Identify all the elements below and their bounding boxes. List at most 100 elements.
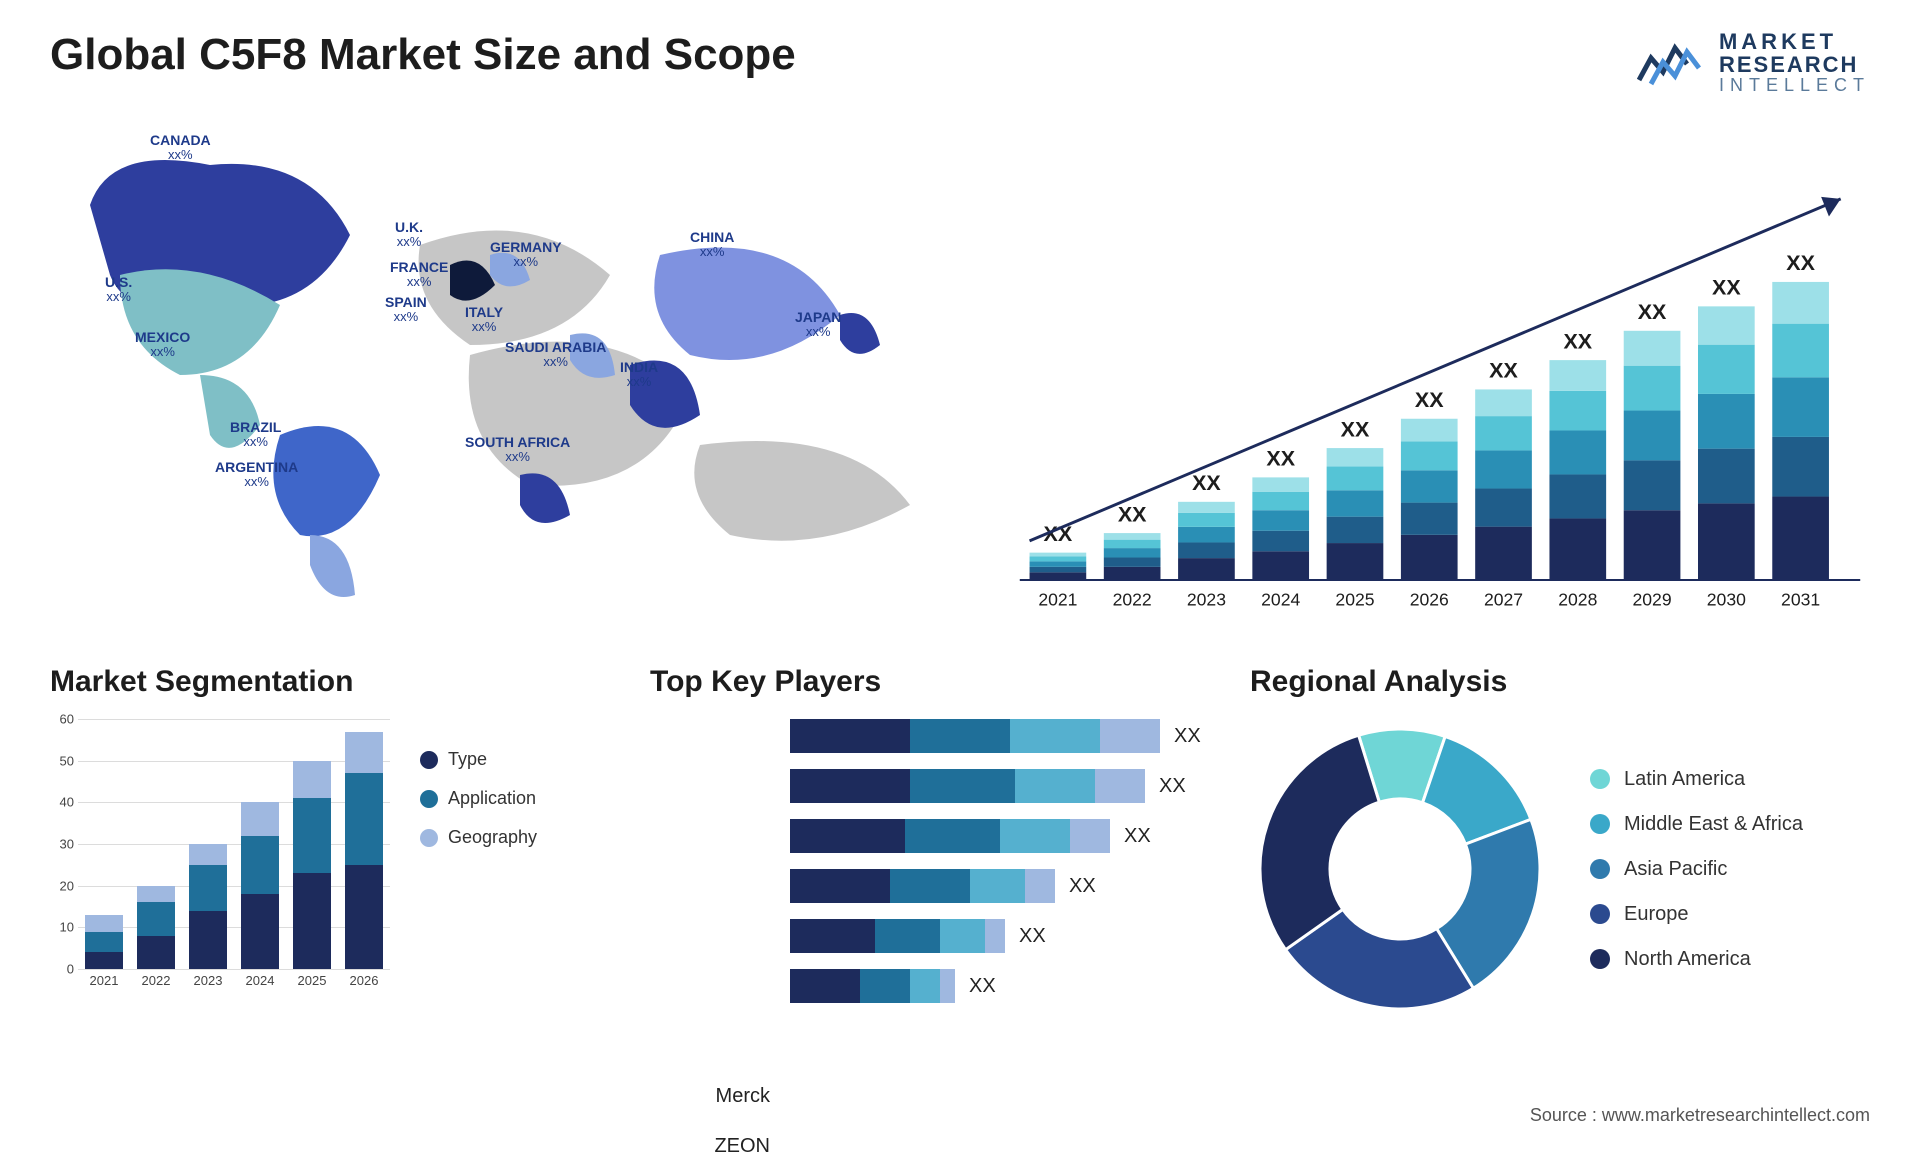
player-bar xyxy=(790,819,1110,853)
growth-bar-value: XX xyxy=(1563,329,1592,353)
regional-title: Regional Analysis xyxy=(1250,665,1870,699)
growth-bar-value: XX xyxy=(1638,300,1667,324)
growth-bar-segment xyxy=(1178,513,1235,527)
growth-bar-segment xyxy=(1624,366,1681,411)
growth-bar-segment xyxy=(1549,475,1606,519)
growth-bar-segment xyxy=(1549,360,1606,391)
seg-y-tick: 50 xyxy=(60,753,74,768)
growth-bar-segment xyxy=(1178,527,1235,543)
legend-dot-icon xyxy=(1590,769,1610,789)
page-title: Global C5F8 Market Size and Scope xyxy=(50,30,796,80)
region-legend-item: North America xyxy=(1590,948,1803,971)
bottom-row: Market Segmentation 0102030405060 202120… xyxy=(50,665,1870,1163)
seg-legend-label: Type xyxy=(448,749,487,770)
seg-legend-item: Application xyxy=(420,788,537,809)
regional-panel: Regional Analysis Latin AmericaMiddle Ea… xyxy=(1250,665,1870,1163)
growth-bar-segment xyxy=(1698,394,1755,449)
growth-bar-year: 2025 xyxy=(1335,589,1374,609)
key-players-panel: Top Key Players MerckZEON XXXXXXXXXXXX xyxy=(650,665,1210,1163)
seg-bar xyxy=(241,802,279,969)
growth-bar-segment xyxy=(1104,567,1161,580)
seg-bar xyxy=(85,915,123,969)
growth-bar-segment xyxy=(1327,543,1384,580)
legend-dot-icon xyxy=(1590,814,1610,834)
player-bar xyxy=(790,769,1145,803)
map-label: CANADAxx% xyxy=(150,133,211,163)
seg-y-tick: 40 xyxy=(60,795,74,810)
seg-bar-segment xyxy=(293,873,331,969)
seg-bar-segment xyxy=(189,844,227,865)
player-bar xyxy=(790,969,955,1003)
growth-bar-segment xyxy=(1104,548,1161,557)
growth-bar-segment xyxy=(1401,441,1458,470)
player-value: XX xyxy=(1069,875,1096,898)
world-map-panel: CANADAxx%U.S.xx%MEXICOxx%BRAZILxx%ARGENT… xyxy=(50,115,970,615)
seg-x-label: 2026 xyxy=(350,973,379,999)
player-value: XX xyxy=(1019,925,1046,948)
segmentation-legend: TypeApplicationGeography xyxy=(420,719,537,848)
seg-bar-segment xyxy=(293,798,331,873)
growth-bar-segment xyxy=(1252,510,1309,531)
seg-bar-segment xyxy=(345,865,383,969)
player-bar xyxy=(790,869,1055,903)
player-bar-segment xyxy=(790,769,910,803)
growth-bar-segment xyxy=(1475,416,1532,450)
player-bar-segment xyxy=(890,869,970,903)
player-bar-segment xyxy=(905,819,1000,853)
growth-bar-segment xyxy=(1772,437,1829,497)
player-bar-segment xyxy=(1025,869,1055,903)
player-bar-segment xyxy=(1070,819,1110,853)
player-row: XX xyxy=(790,919,1210,953)
growth-bar-value: XX xyxy=(1489,359,1518,383)
seg-bar-segment xyxy=(189,865,227,911)
key-players-labels: MerckZEON xyxy=(650,719,770,1163)
growth-bar-year: 2026 xyxy=(1410,589,1449,609)
growth-bar-segment xyxy=(1624,411,1681,461)
map-label: BRAZILxx% xyxy=(230,420,281,450)
legend-dot-icon xyxy=(1590,949,1610,969)
player-bar-segment xyxy=(790,869,890,903)
map-label: MEXICOxx% xyxy=(135,330,190,360)
growth-bar-segment xyxy=(1327,467,1384,491)
legend-dot-icon xyxy=(1590,904,1610,924)
growth-bar-segment xyxy=(1624,331,1681,366)
player-value: XX xyxy=(1174,725,1201,748)
regional-donut-chart xyxy=(1250,719,1550,1019)
player-value: XX xyxy=(969,975,996,998)
growth-bar-chart: XX2021XX2022XX2023XX2024XX2025XX2026XX20… xyxy=(1010,115,1870,615)
growth-bar-value: XX xyxy=(1118,502,1147,526)
seg-bar-segment xyxy=(241,802,279,835)
key-players-bars: XXXXXXXXXXXX xyxy=(790,719,1210,1003)
seg-bar xyxy=(137,886,175,969)
growth-bar-year: 2021 xyxy=(1038,589,1077,609)
player-bar-segment xyxy=(910,969,940,1003)
growth-bar-segment xyxy=(1549,519,1606,581)
seg-legend-item: Type xyxy=(420,749,537,770)
segmentation-chart: 0102030405060 202120222023202420252026 xyxy=(50,719,390,999)
seg-x-label: 2025 xyxy=(298,973,327,999)
region-legend-label: North America xyxy=(1624,948,1751,971)
seg-bar-segment xyxy=(345,773,383,865)
growth-bar-segment xyxy=(1772,324,1829,378)
seg-bar-segment xyxy=(137,936,175,969)
growth-bar-segment xyxy=(1772,497,1829,580)
map-label: INDIAxx% xyxy=(620,360,658,390)
player-bar-segment xyxy=(940,919,985,953)
growth-bar-value: XX xyxy=(1415,388,1444,412)
growth-bar-segment xyxy=(1030,557,1087,562)
map-label: CHINAxx% xyxy=(690,230,734,260)
map-region xyxy=(840,313,880,354)
player-bar-segment xyxy=(1015,769,1095,803)
growth-bar-segment xyxy=(1698,345,1755,394)
player-label: Merck xyxy=(716,1079,770,1113)
growth-bar-segment xyxy=(1104,533,1161,540)
growth-bar-year: 2024 xyxy=(1261,589,1300,609)
player-bar-segment xyxy=(940,969,955,1003)
growth-bar-segment xyxy=(1549,431,1606,475)
player-label xyxy=(764,879,770,913)
seg-x-label: 2022 xyxy=(142,973,171,999)
region-legend-label: Latin America xyxy=(1624,768,1745,791)
player-bar-segment xyxy=(1010,719,1100,753)
seg-bar-segment xyxy=(137,902,175,935)
player-bar-segment xyxy=(875,919,940,953)
